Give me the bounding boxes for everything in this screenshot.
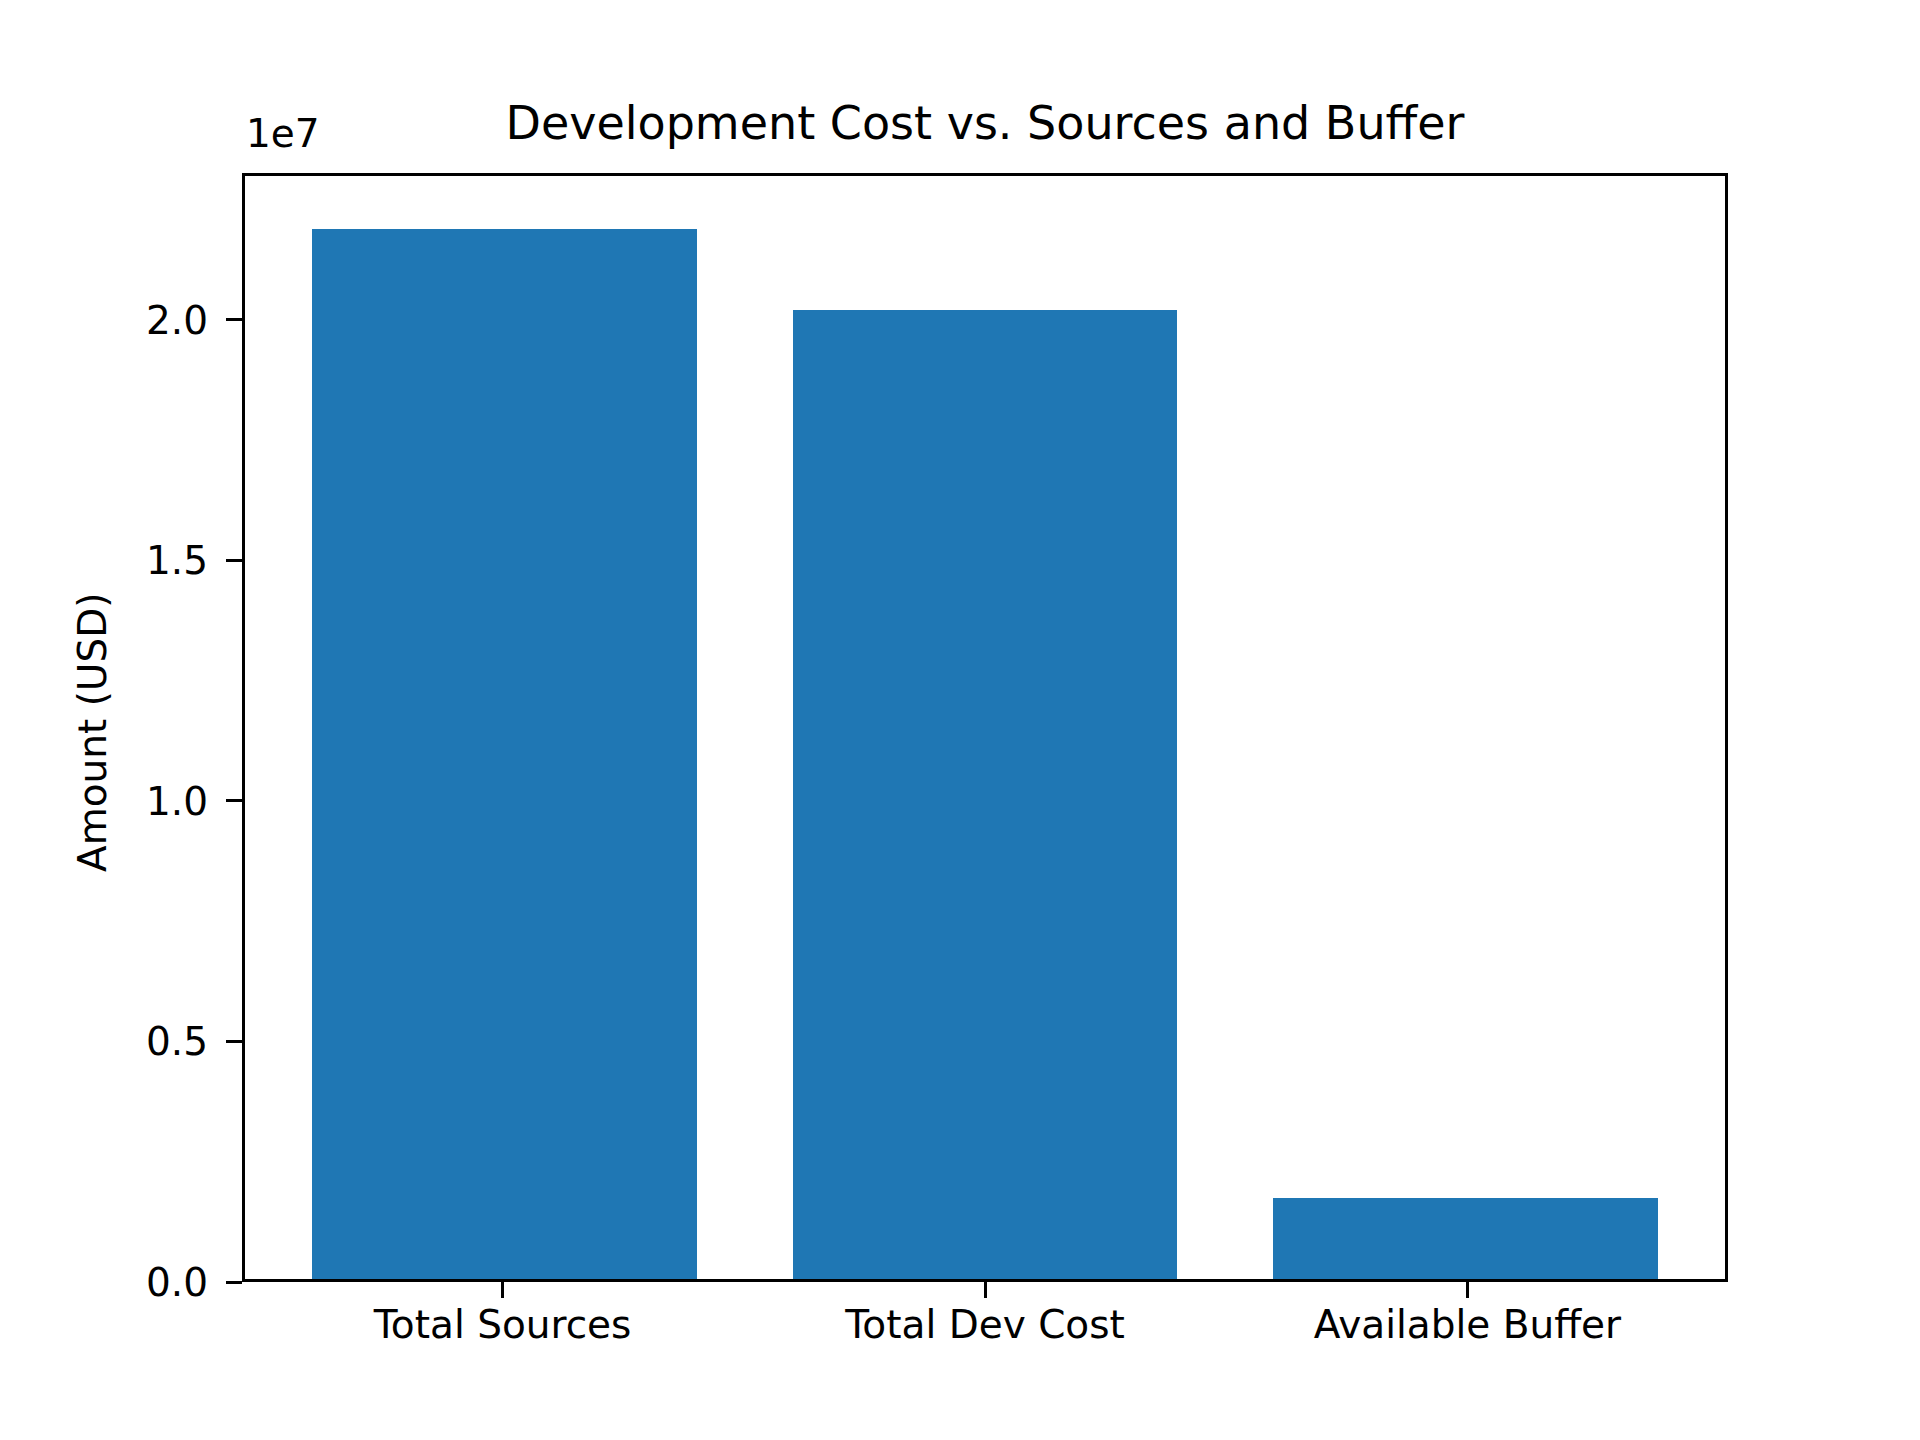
x-tick — [984, 1282, 987, 1298]
y-tick — [226, 559, 242, 562]
y-tick-label: 2.0 — [58, 300, 208, 339]
x-tick — [1466, 1282, 1469, 1298]
y-axis-offset-label: 1e7 — [246, 114, 320, 153]
y-tick-label: 1.5 — [58, 541, 208, 580]
y-tick-label: 1.0 — [58, 781, 208, 820]
x-tick — [501, 1282, 504, 1298]
bar-total-sources — [312, 229, 696, 1279]
y-axis-label: Amount (USD) — [73, 593, 112, 872]
y-tick — [226, 1040, 242, 1043]
figure: Development Cost vs. Sources and Buffer … — [0, 0, 1920, 1440]
y-tick — [226, 799, 242, 802]
bar-available-buffer — [1273, 1198, 1657, 1279]
x-tick-label-available-buffer: Available Buffer — [1207, 1305, 1727, 1344]
chart-title: Development Cost vs. Sources and Buffer — [242, 100, 1728, 146]
y-tick — [226, 318, 242, 321]
plot-area — [242, 173, 1728, 1282]
x-tick-label-total-dev-cost: Total Dev Cost — [725, 1305, 1245, 1344]
x-tick-label-total-sources: Total Sources — [243, 1305, 763, 1344]
y-tick-label: 0.5 — [58, 1022, 208, 1061]
bar-total-dev-cost — [793, 310, 1177, 1279]
y-tick — [226, 1281, 242, 1284]
y-tick-label: 0.0 — [58, 1263, 208, 1302]
